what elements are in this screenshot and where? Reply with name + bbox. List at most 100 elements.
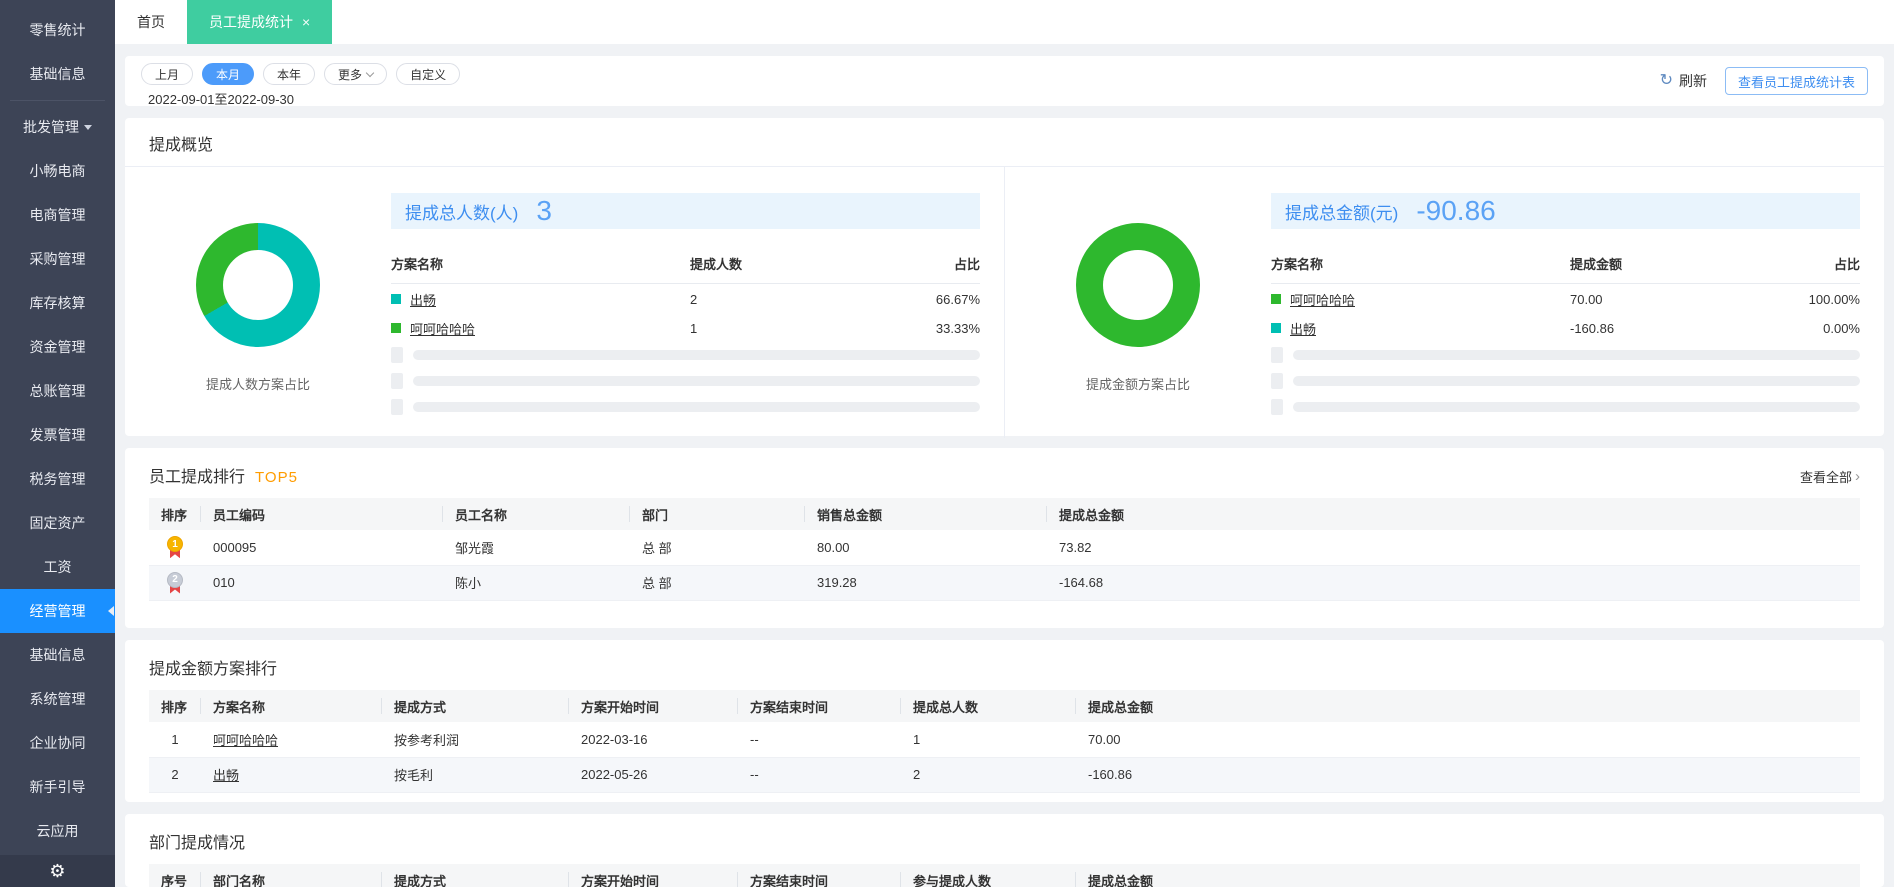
skeleton-row — [391, 394, 980, 420]
plan-start-date: 2022-03-16 — [569, 722, 738, 758]
sidebar-item-云应用[interactable]: 云应用 — [0, 809, 115, 853]
sidebar-item-企业协同[interactable]: 企业协同 — [0, 721, 115, 765]
people-mini-table-header: 方案名称 提成人数 占比 — [391, 254, 980, 284]
skeleton-swatch — [1271, 373, 1283, 389]
department-commission-card: 部门提成情况 序号 部门名称 提成方式 方案开始时间 方案结束时间 参与提成人数 提成总金额 — [125, 814, 1884, 887]
legend-swatch — [1271, 294, 1281, 304]
sidebar-item-label: 资金管理 — [29, 339, 86, 355]
filter-pill-上月[interactable]: 上月 — [141, 63, 194, 85]
tab-bar: 首页 员工提成统计 × — [115, 0, 1894, 44]
plan-name-link[interactable]: 呵呵哈哈哈 — [1290, 292, 1356, 308]
col-plan-name: 方案名称 — [391, 257, 444, 272]
employee-row: 1 000095 邹光霞总 部 80.00 73.82 — [149, 530, 1860, 566]
skeleton-row — [391, 342, 980, 368]
tab-close-icon[interactable]: × — [302, 14, 311, 30]
commission-total: 73.82 — [1047, 530, 1860, 566]
sidebar-item-固定资产[interactable]: 固定资产 — [0, 501, 115, 545]
filter-left-group: 上月 本月 本年 更多 自定义 2022-09-01至2022-09-30 — [141, 63, 461, 107]
medal-ribbon — [170, 549, 180, 559]
view-report-button[interactable]: 查看员工提成统计表 — [1724, 67, 1868, 95]
refresh-button[interactable]: ↻ 刷新 — [1660, 71, 1707, 91]
sidebar-item-资金管理[interactable]: 资金管理 — [0, 325, 115, 369]
sidebar-item-采购管理[interactable]: 采购管理 — [0, 237, 115, 281]
amount-overview-panel: 提成金额方案占比 提成总金额(元) -90.86 方案名称 提成金额 占比 — [1005, 167, 1884, 438]
view-all-link[interactable]: 查看全部 › — [1800, 467, 1860, 486]
main-area: 首页 员工提成统计 × 上月 本月 本年 更多 自定义 2022-09-01至2022-… — [115, 0, 1894, 887]
sidebar-item-label: 发票管理 — [29, 427, 86, 443]
amount-donut-chart — [1076, 223, 1200, 347]
date-range-text: 2022-09-01至2022-09-30 — [148, 92, 294, 107]
plan-name-link[interactable]: 出畅 — [410, 292, 437, 308]
col-header-方案结束时间: 方案结束时间 — [738, 864, 901, 887]
plan-end-date: -- — [738, 722, 901, 758]
skeleton-bar — [1293, 376, 1860, 386]
sidebar-item-经营管理[interactable]: 经营管理 — [0, 589, 115, 633]
plan-name-link[interactable]: 呵呵哈哈哈 — [410, 321, 476, 337]
col-header-提成总金额: 提成总金额 — [1076, 864, 1860, 887]
sidebar-item-基础信息[interactable]: 基础信息 — [0, 633, 115, 677]
people-stat-bar: 提成总人数(人) 3 — [391, 193, 980, 229]
medal-rank: 2 — [167, 571, 183, 588]
settings-gear-button[interactable]: ⚙ — [0, 855, 115, 887]
filter-pill-本年[interactable]: 本年 — [263, 63, 316, 85]
sales-total: 80.00 — [805, 530, 1047, 566]
sidebar-item-电商管理[interactable]: 电商管理 — [0, 193, 115, 237]
sidebar-item-发票管理[interactable]: 发票管理 — [0, 413, 115, 457]
sidebar-item-税务管理[interactable]: 税务管理 — [0, 457, 115, 501]
filter-pill-label: 更多 — [338, 67, 363, 82]
sidebar-item-label: 基础信息 — [29, 647, 86, 663]
plan-name-link[interactable]: 出畅 — [1290, 321, 1317, 337]
overview-body: 提成人数方案占比 提成总人数(人) 3 方案名称 提成人数 占比 — [125, 167, 1884, 438]
sidebar-item-小畅电商[interactable]: 小畅电商 — [0, 149, 115, 193]
view-all-label: 查看全部 — [1799, 470, 1852, 485]
filter-pill-更多[interactable]: 更多 — [324, 63, 388, 85]
commission-method: 按参考利润 — [382, 722, 569, 758]
plan-ranking-table: 排序 方案名称 提成方式 方案开始时间 方案结束时间 提成总人数 提成总金额 1 呵呵哈哈哈按… — [149, 690, 1860, 793]
tab-home[interactable]: 首页 — [115, 0, 187, 44]
col-header-排序: 排序 — [149, 690, 201, 722]
employee-table-header-row: 排序 员工编码 员工名称 部门 销售总金额 提成总金额 — [149, 498, 1860, 530]
sidebar-item-label: 税务管理 — [29, 471, 86, 487]
legend-swatch — [1271, 323, 1281, 333]
sidebar-item-label: 电商管理 — [29, 207, 86, 223]
rank-cell: 1 — [149, 722, 201, 758]
employee-ranking-table: 排序 员工编码 员工名称 部门 销售总金额 提成总金额 1 000095 邹光霞总 部 80.0… — [149, 498, 1860, 601]
sidebar-item-零售统计[interactable]: 零售统计 — [29, 22, 86, 38]
department-title: 部门提成情况 — [149, 835, 246, 852]
chevron-down-icon — [84, 125, 92, 134]
employee-table-body: 1 000095 邹光霞总 部 80.00 73.82 2 010 陈小总 部 319.28 -1… — [149, 530, 1860, 601]
filter-pill-自定义[interactable]: 自定义 — [396, 63, 461, 85]
col-header-排序: 排序 — [149, 498, 201, 530]
legend-swatch — [391, 323, 401, 333]
people-donut-caption: 提成人数方案占比 — [205, 377, 310, 392]
employee-dept: 总 部 — [630, 565, 805, 601]
chevron-down-icon — [365, 68, 375, 77]
amount-donut-caption: 提成金额方案占比 — [1085, 377, 1190, 392]
plan-share-row: 呵呵哈哈哈 70.00 100.00% — [1271, 285, 1860, 313]
people-count: 1 — [901, 722, 1076, 758]
gold-medal-icon: 1 — [167, 536, 183, 559]
col-header-方案名称: 方案名称 — [201, 690, 382, 722]
skeleton-bar — [413, 376, 980, 386]
sidebar-item-label: 小畅电商 — [29, 163, 86, 179]
tab-employee-commission-stats[interactable]: 员工提成统计 × — [187, 0, 333, 44]
skeleton-row — [1271, 368, 1860, 394]
sidebar-item-新手引导[interactable]: 新手引导 — [0, 765, 115, 809]
sidebar-item-label: 总账管理 — [29, 383, 86, 399]
skeleton-swatch — [391, 347, 403, 363]
sidebar-item-系统管理[interactable]: 系统管理 — [0, 677, 115, 721]
tab-home-label: 首页 — [137, 14, 165, 30]
col-header-提成总金额: 提成总金额 — [1047, 498, 1860, 530]
plan-share-value: 1 — [690, 320, 698, 336]
sidebar-item-批发管理[interactable]: 批发管理 — [0, 105, 115, 149]
sidebar-item-工资[interactable]: 工资 — [0, 545, 115, 589]
sidebar-item-基础信息[interactable]: 基础信息 — [29, 66, 86, 82]
skeleton-bar — [413, 350, 980, 360]
filter-pill-本月[interactable]: 本月 — [202, 63, 255, 85]
col-header-方案结束时间: 方案结束时间 — [738, 690, 901, 722]
plan-name-link[interactable]: 出畅 — [213, 768, 240, 783]
sidebar-item-库存核算[interactable]: 库存核算 — [0, 281, 115, 325]
plan-name-link[interactable]: 呵呵哈哈哈 — [213, 732, 279, 748]
skeleton-bar — [1293, 350, 1860, 360]
sidebar-item-总账管理[interactable]: 总账管理 — [0, 369, 115, 413]
